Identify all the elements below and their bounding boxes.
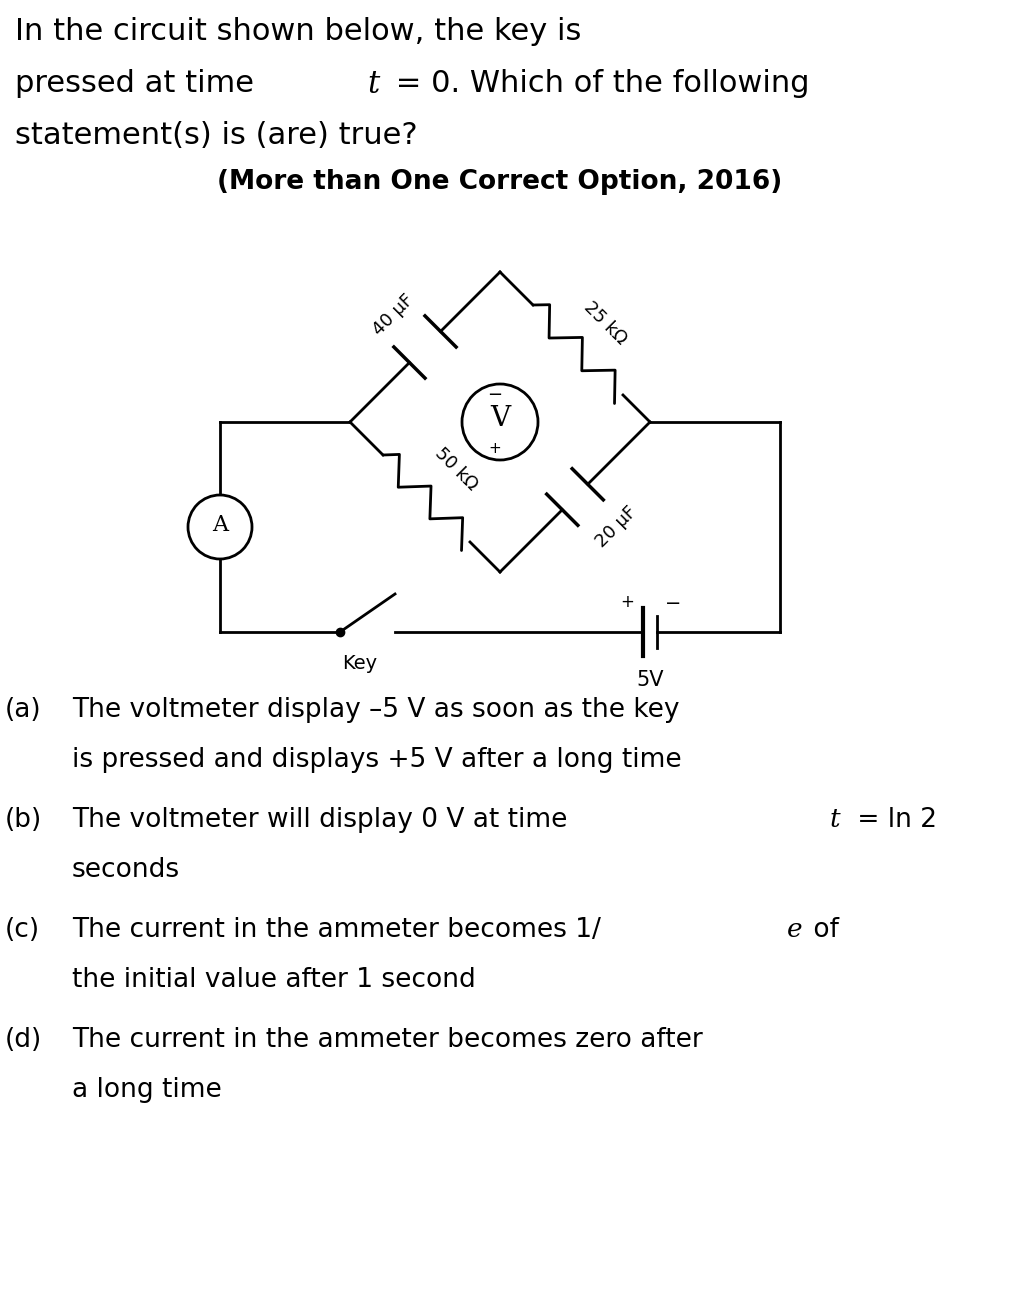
Text: (a): (a) xyxy=(5,697,42,723)
Text: The voltmeter display –5 V as soon as the key: The voltmeter display –5 V as soon as th… xyxy=(72,697,680,723)
Text: is pressed and displays +5 V after a long time: is pressed and displays +5 V after a lon… xyxy=(72,747,682,773)
Text: 40 μF: 40 μF xyxy=(369,292,417,340)
Text: a long time: a long time xyxy=(72,1077,222,1103)
Text: Key: Key xyxy=(342,654,378,673)
Text: A: A xyxy=(212,514,228,536)
Text: seconds: seconds xyxy=(72,857,180,883)
Text: = ln 2: = ln 2 xyxy=(849,807,937,833)
Text: e: e xyxy=(787,917,803,943)
Text: (b): (b) xyxy=(5,807,42,833)
Text: The current in the ammeter becomes 1/: The current in the ammeter becomes 1/ xyxy=(72,917,601,943)
Text: 50 kΩ: 50 kΩ xyxy=(431,444,481,493)
Text: V: V xyxy=(489,405,510,431)
Text: The current in the ammeter becomes zero after: The current in the ammeter becomes zero … xyxy=(72,1027,702,1053)
Text: (More than One Correct Option, 2016): (More than One Correct Option, 2016) xyxy=(217,169,782,195)
Text: = 0. Which of the following: = 0. Which of the following xyxy=(386,69,810,98)
Text: t: t xyxy=(830,807,841,832)
Text: −: − xyxy=(487,385,503,404)
Text: The voltmeter will display 0 V at time: The voltmeter will display 0 V at time xyxy=(72,807,575,833)
Circle shape xyxy=(462,384,538,460)
Text: In the circuit shown below, the key is: In the circuit shown below, the key is xyxy=(15,17,582,46)
Text: 25 kΩ: 25 kΩ xyxy=(580,298,630,348)
Text: 5V: 5V xyxy=(636,671,664,690)
Text: 20 μF: 20 μF xyxy=(593,503,641,551)
Text: the initial value after 1 second: the initial value after 1 second xyxy=(72,967,476,993)
Text: (c): (c) xyxy=(5,917,40,943)
Text: of: of xyxy=(805,917,839,943)
Text: t: t xyxy=(367,69,379,100)
Text: −: − xyxy=(665,595,681,613)
Text: +: + xyxy=(621,592,634,611)
Text: pressed at time: pressed at time xyxy=(15,69,264,98)
Circle shape xyxy=(188,495,252,559)
Text: (d): (d) xyxy=(5,1027,42,1053)
Text: +: + xyxy=(488,441,502,457)
Text: statement(s) is (are) true?: statement(s) is (are) true? xyxy=(15,121,418,150)
